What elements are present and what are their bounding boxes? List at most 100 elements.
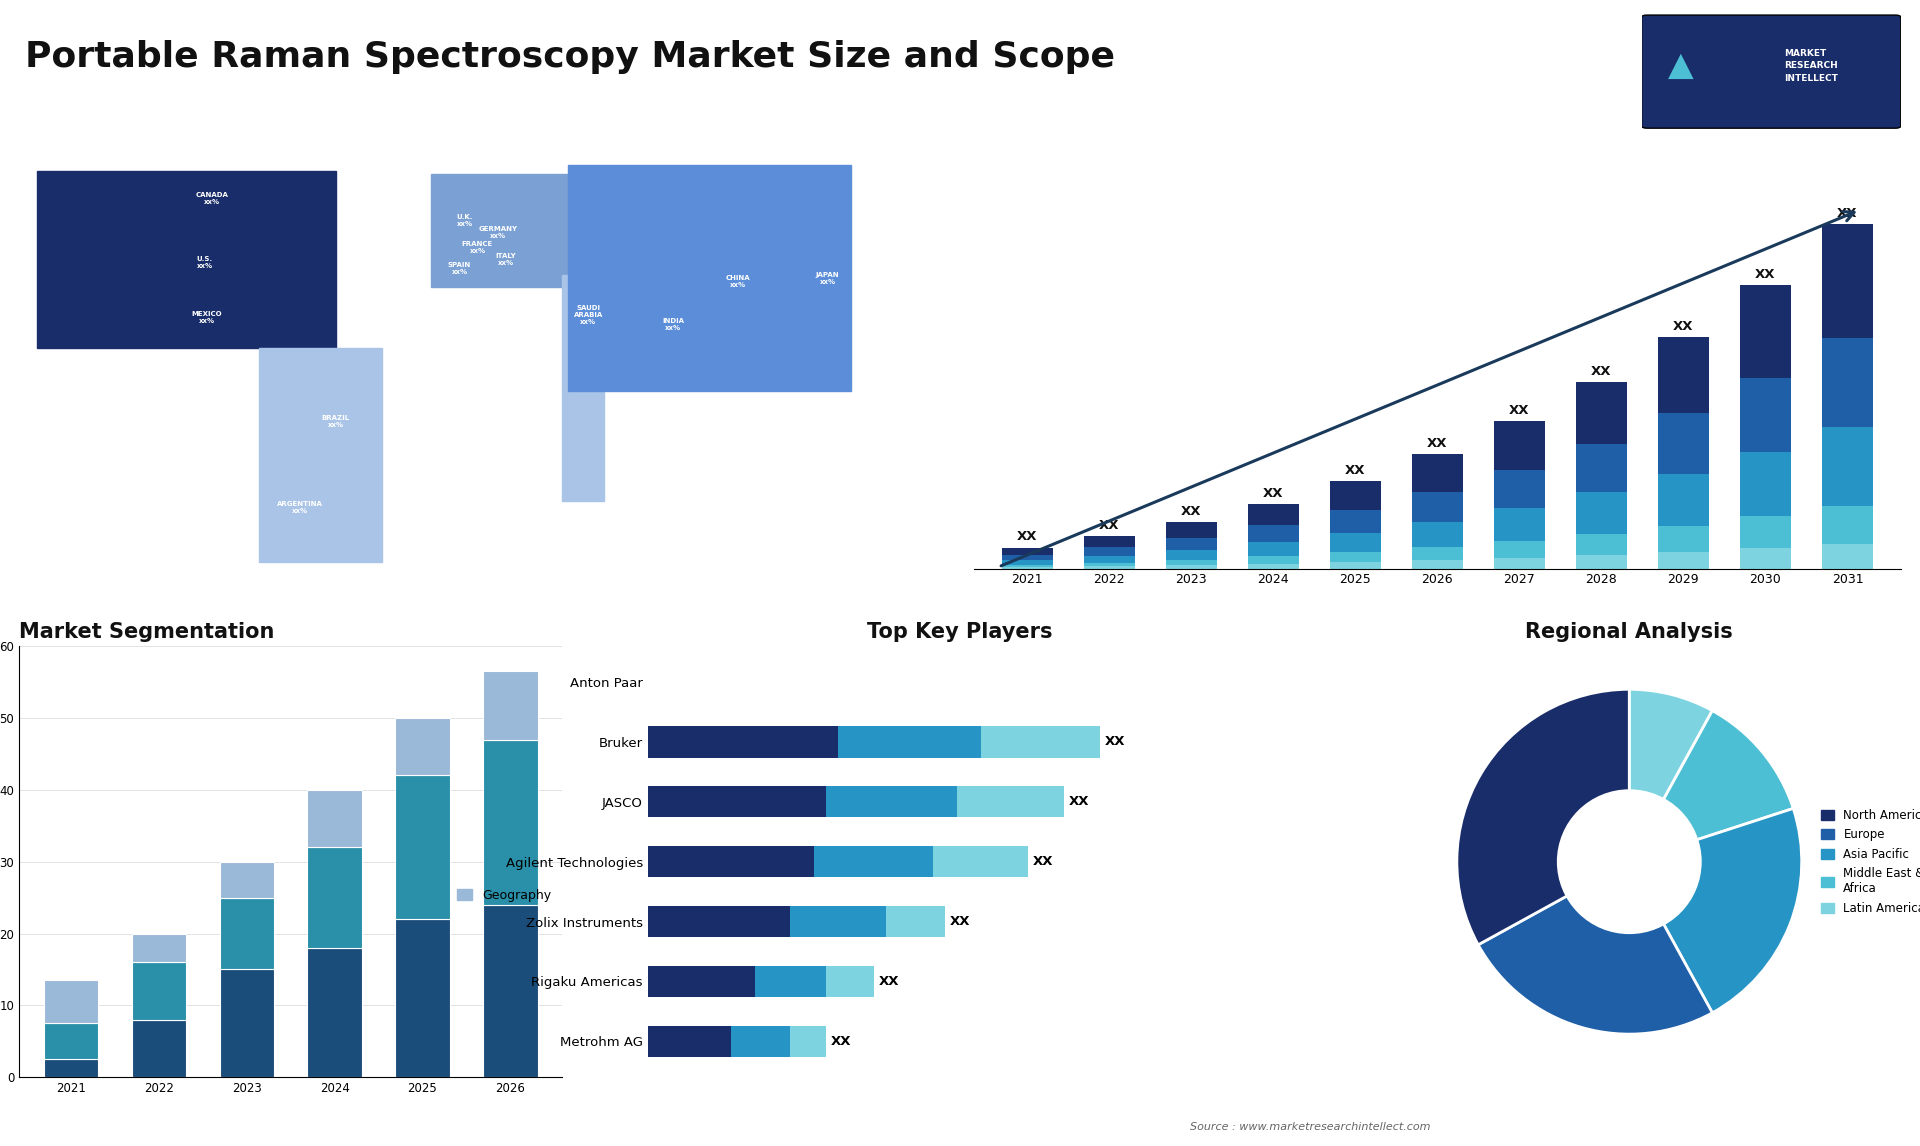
Bar (1659, 526, 1709, 552)
Polygon shape (432, 174, 578, 288)
Text: JAPAN
xx%: JAPAN xx% (816, 272, 839, 284)
Bar (647, 786, 826, 817)
Bar (44, 1023, 98, 1059)
Bar (1576, 534, 1626, 555)
Text: XX: XX (1837, 206, 1859, 220)
Bar (1002, 548, 1052, 555)
Bar (1083, 556, 1135, 563)
Bar (1165, 560, 1217, 565)
Bar (1659, 337, 1709, 414)
Bar (1740, 548, 1791, 568)
Bar (484, 905, 538, 1077)
Bar (826, 786, 956, 817)
Bar (1165, 523, 1217, 537)
Bar (732, 1026, 791, 1057)
Text: XX: XX (1263, 487, 1284, 500)
Text: XX: XX (1592, 366, 1611, 378)
Title: Top Key Players: Top Key Players (868, 622, 1052, 642)
Bar (1248, 564, 1298, 568)
Bar (132, 934, 186, 963)
Bar (647, 727, 837, 758)
Text: Portable Raman Spectroscopy Market Size and Scope: Portable Raman Spectroscopy Market Size … (25, 40, 1116, 74)
Bar (1411, 547, 1463, 560)
Bar (1083, 563, 1135, 566)
Bar (647, 1026, 732, 1057)
Bar (1411, 454, 1463, 492)
Bar (647, 906, 791, 937)
Bar (791, 906, 885, 937)
Bar (1331, 562, 1380, 568)
Bar (647, 966, 755, 997)
Text: ▲: ▲ (1667, 49, 1693, 83)
Bar (1740, 284, 1791, 378)
Polygon shape (568, 165, 851, 391)
Bar (219, 897, 275, 970)
Bar (219, 970, 275, 1077)
Text: XX: XX (1755, 268, 1776, 281)
Bar (1083, 547, 1135, 556)
Bar (1002, 567, 1052, 568)
Bar (1822, 223, 1872, 338)
Text: CANADA
xx%: CANADA xx% (196, 193, 228, 205)
Bar (933, 846, 1029, 878)
Bar (1331, 481, 1380, 510)
Bar (981, 727, 1100, 758)
Text: SPAIN
xx%: SPAIN xx% (447, 262, 470, 275)
Bar (1411, 560, 1463, 568)
Bar (1083, 536, 1135, 547)
Polygon shape (36, 171, 336, 348)
Legend: North America, Europe, Asia Pacific, Middle East &
Africa, Latin America: North America, Europe, Asia Pacific, Mid… (1816, 804, 1920, 919)
Text: MEXICO
xx%: MEXICO xx% (192, 312, 223, 324)
Bar (755, 966, 826, 997)
Text: XX: XX (1098, 519, 1119, 532)
Text: XX: XX (1018, 531, 1037, 543)
Text: Market Segmentation: Market Segmentation (19, 622, 275, 642)
Wedge shape (1457, 689, 1630, 944)
Text: FRANCE
xx%: FRANCE xx% (463, 241, 493, 254)
Bar (1411, 492, 1463, 521)
Bar (1659, 552, 1709, 568)
Text: BRAZIL
xx%: BRAZIL xx% (323, 415, 349, 429)
Bar (1822, 427, 1872, 505)
Bar (396, 776, 449, 919)
Bar (647, 846, 814, 878)
Bar (484, 672, 538, 739)
Bar (307, 847, 361, 948)
Text: XX: XX (1509, 405, 1530, 417)
Bar (1083, 566, 1135, 568)
Bar (1494, 541, 1546, 558)
Bar (1494, 558, 1546, 568)
Bar (1002, 555, 1052, 560)
Bar (307, 790, 361, 847)
Wedge shape (1478, 862, 1713, 1034)
Bar (1576, 555, 1626, 568)
Wedge shape (1630, 808, 1801, 1013)
Bar (1659, 473, 1709, 526)
Bar (1411, 521, 1463, 547)
Text: MARKET
RESEARCH
INTELLECT: MARKET RESEARCH INTELLECT (1784, 48, 1837, 83)
Bar (44, 980, 98, 1023)
Bar (1165, 565, 1217, 568)
Bar (885, 906, 945, 937)
Bar (396, 719, 449, 776)
Text: INDIA
xx%: INDIA xx% (662, 317, 684, 330)
Bar (1740, 517, 1791, 548)
Text: U.S.
xx%: U.S. xx% (196, 257, 213, 269)
FancyBboxPatch shape (1642, 15, 1901, 128)
Text: XX: XX (1104, 736, 1125, 748)
Text: ITALY
xx%: ITALY xx% (495, 253, 516, 266)
Bar (484, 739, 538, 905)
Bar (826, 966, 874, 997)
Text: XX: XX (1346, 464, 1365, 477)
Bar (1576, 382, 1626, 444)
Text: XX: XX (1427, 437, 1448, 450)
Bar (219, 862, 275, 897)
Text: Source : www.marketresearchintellect.com: Source : www.marketresearchintellect.com (1190, 1122, 1430, 1132)
Bar (1740, 452, 1791, 517)
Bar (1494, 508, 1546, 541)
Text: ARGENTINA
xx%: ARGENTINA xx% (276, 501, 323, 513)
Text: XX: XX (1672, 320, 1693, 332)
Text: XX: XX (1069, 795, 1089, 808)
Bar (1002, 560, 1052, 565)
Bar (1248, 557, 1298, 564)
